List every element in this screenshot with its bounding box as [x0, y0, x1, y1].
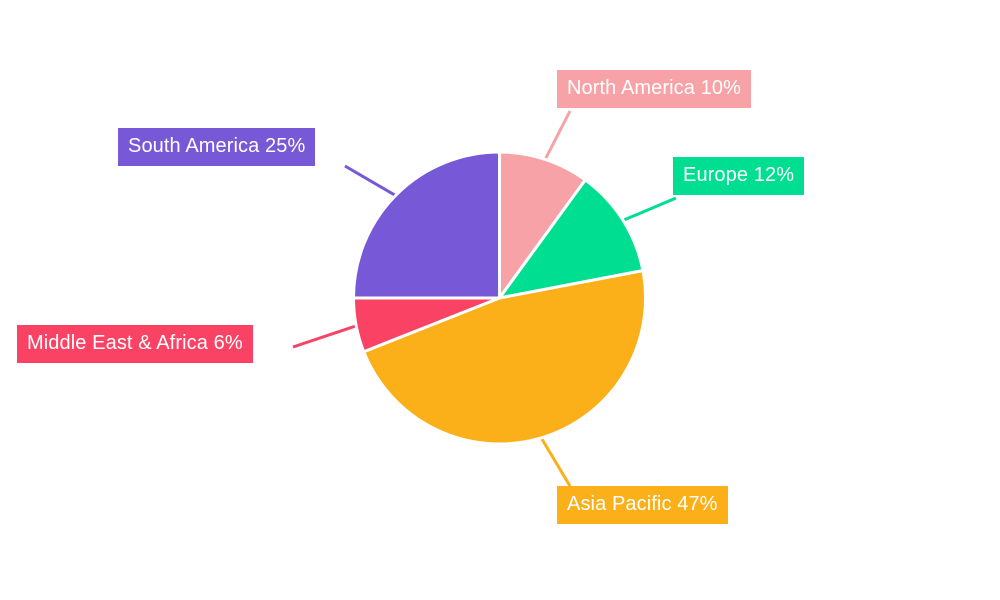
- leader-lines: [292, 110, 677, 487]
- pie-label-north-america[interactable]: North America 10%: [557, 70, 751, 108]
- leader-line-south-america: [344, 164, 400, 199]
- pie-label-asia-pacific[interactable]: Asia Pacific 47%: [557, 486, 728, 524]
- pie-slice-south-america[interactable]: [352, 150, 501, 300]
- pie-label-middle-east-africa[interactable]: Middle East & Africa 6%: [17, 325, 253, 363]
- leader-line-north-america: [542, 110, 572, 164]
- leader-line-europe: [618, 196, 677, 224]
- pie-slice-europe[interactable]: [498, 178, 645, 300]
- pie-slice-asia-pacific[interactable]: [362, 269, 647, 446]
- pie-slice-north-america[interactable]: [498, 150, 587, 300]
- pie-label-europe[interactable]: Europe 12%: [673, 157, 805, 195]
- leader-line-middle-east-africa: [292, 323, 361, 349]
- pie-slices: [352, 150, 647, 446]
- leader-line-asia-pacific: [537, 433, 572, 487]
- pie-label-south-america[interactable]: South America 25%: [118, 128, 316, 166]
